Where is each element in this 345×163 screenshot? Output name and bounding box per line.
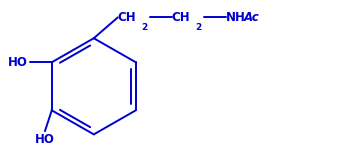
- Text: 2: 2: [195, 22, 201, 31]
- Text: HO: HO: [35, 133, 55, 146]
- Text: 2: 2: [141, 22, 147, 31]
- Text: CH: CH: [118, 11, 136, 24]
- Text: CH: CH: [172, 11, 190, 24]
- Text: Ac: Ac: [244, 11, 260, 24]
- Text: NH: NH: [226, 11, 246, 24]
- Text: HO: HO: [8, 56, 28, 69]
